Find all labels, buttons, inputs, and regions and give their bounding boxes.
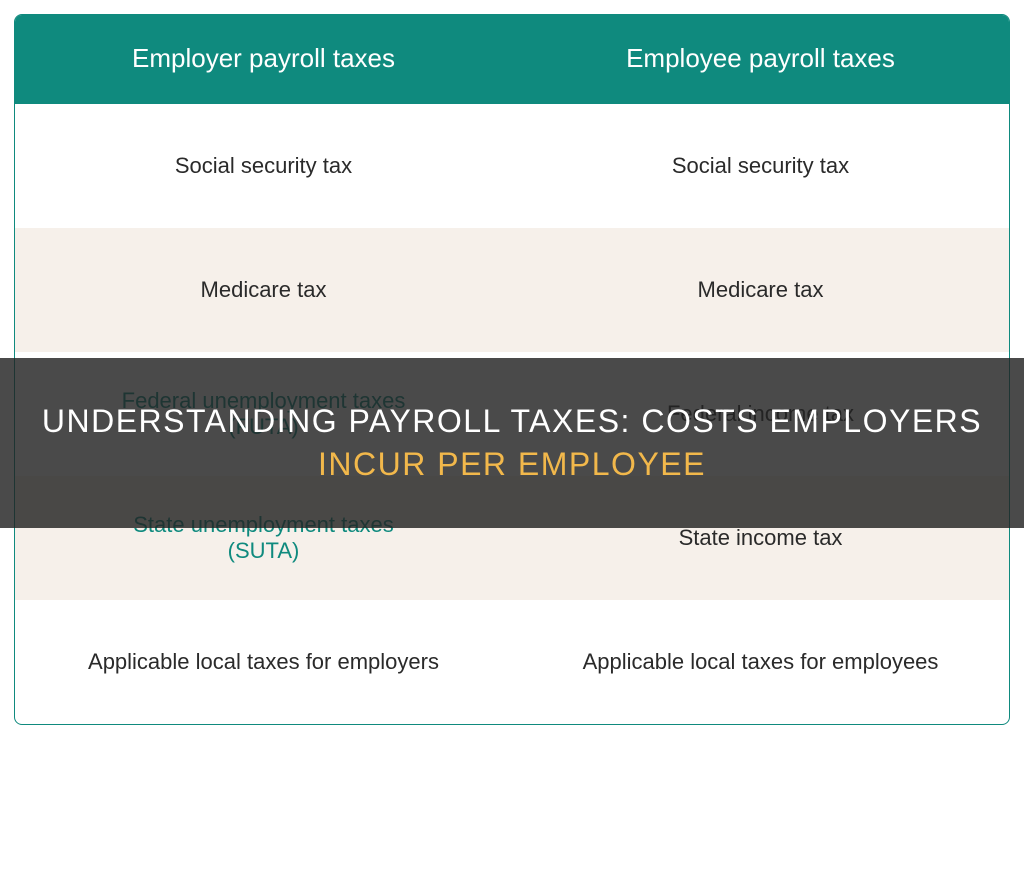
title-overlay: UNDERSTANDING PAYROLL TAXES: COSTS EMPLO…	[0, 358, 1024, 528]
col-header-employee: Employee payroll taxes	[512, 15, 1009, 104]
cell-text: Social security tax	[672, 153, 849, 179]
cell-text: Medicare tax	[201, 277, 327, 303]
cell-employee: Applicable local taxes for employees	[512, 600, 1009, 724]
cell-sub-text[interactable]: (SUTA)	[228, 538, 300, 564]
cell-text: Medicare tax	[698, 277, 824, 303]
cell-text: State income tax	[679, 525, 843, 551]
cell-employer: Social security tax	[15, 104, 512, 228]
cell-text: Social security tax	[175, 153, 352, 179]
col-header-employer: Employer payroll taxes	[15, 15, 512, 104]
table-row: Social security tax Social security tax	[15, 104, 1009, 228]
overlay-line1: UNDERSTANDING PAYROLL TAXES: COSTS EMPLO…	[42, 403, 982, 439]
table-row: Applicable local taxes for employers App…	[15, 600, 1009, 724]
table-row: Medicare tax Medicare tax	[15, 228, 1009, 352]
table-header-row: Employer payroll taxes Employee payroll …	[15, 15, 1009, 104]
overlay-line2: INCUR PER EMPLOYEE	[318, 446, 706, 482]
cell-employee: Social security tax	[512, 104, 1009, 228]
cell-text: Applicable local taxes for employees	[583, 649, 939, 675]
cell-employer: Applicable local taxes for employers	[15, 600, 512, 724]
cell-employee: Medicare tax	[512, 228, 1009, 352]
overlay-title: UNDERSTANDING PAYROLL TAXES: COSTS EMPLO…	[42, 400, 982, 486]
cell-employer: Medicare tax	[15, 228, 512, 352]
cell-text: Applicable local taxes for employers	[88, 649, 439, 675]
page-root: Employer payroll taxes Employee payroll …	[0, 0, 1024, 892]
